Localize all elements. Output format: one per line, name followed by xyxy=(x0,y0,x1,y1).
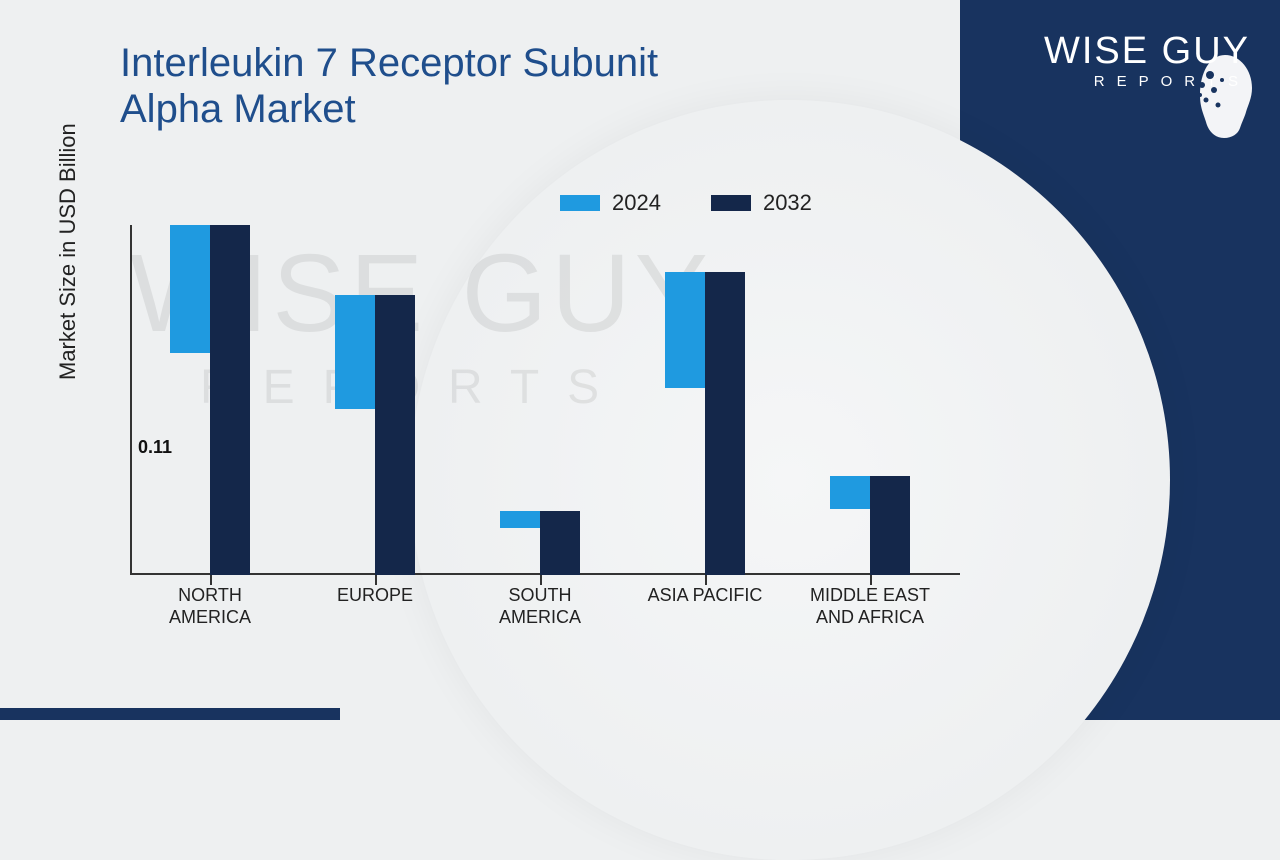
legend-swatch-2024 xyxy=(560,195,600,211)
legend-item-2032: 2032 xyxy=(711,190,812,216)
legend-swatch-2032 xyxy=(711,195,751,211)
x-tick xyxy=(210,575,212,585)
x-axis-category-label: EUROPE xyxy=(305,585,445,607)
bar-group xyxy=(810,476,930,575)
bar-2024 xyxy=(335,295,375,409)
brand-logo: WISE GUY REPORTS xyxy=(1044,30,1250,90)
bar-2032 xyxy=(540,511,580,575)
x-axis-category-label: SOUTH AMERICA xyxy=(470,585,610,628)
bar-2032 xyxy=(870,476,910,575)
bar-group xyxy=(480,511,600,575)
bar-2032 xyxy=(210,225,250,575)
x-axis-category-label: MIDDLE EAST AND AFRICA xyxy=(800,585,940,628)
legend-label-2024: 2024 xyxy=(612,190,661,216)
x-tick xyxy=(375,575,377,585)
x-axis-category-label: NORTH AMERICA xyxy=(140,585,280,628)
x-tick xyxy=(540,575,542,585)
footer-accent-bar xyxy=(0,708,340,720)
bar-2032 xyxy=(705,272,745,575)
head-silhouette-icon xyxy=(1180,50,1260,140)
chart-title: Interleukin 7 Receptor Subunit Alpha Mar… xyxy=(120,40,760,132)
bar-2024 xyxy=(500,511,540,529)
legend-item-2024: 2024 xyxy=(560,190,661,216)
x-axis-category-label: ASIA PACIFIC xyxy=(635,585,775,607)
x-tick xyxy=(870,575,872,585)
bar-2024 xyxy=(665,272,705,389)
y-axis-line xyxy=(130,225,132,575)
legend: 2024 2032 xyxy=(560,190,812,216)
y-axis-label: Market Size in USD Billion xyxy=(55,123,81,380)
bar-2024 xyxy=(170,225,210,353)
legend-label-2032: 2032 xyxy=(763,190,812,216)
bar-2032 xyxy=(375,295,415,575)
chart-plot-area: 0.11 NORTH AMERICAEUROPESOUTH AMERICAASI… xyxy=(130,225,960,575)
bar-group xyxy=(150,225,270,575)
bar-2024 xyxy=(830,476,870,509)
bar-group xyxy=(645,272,765,575)
x-tick xyxy=(705,575,707,585)
bar-group xyxy=(315,295,435,575)
